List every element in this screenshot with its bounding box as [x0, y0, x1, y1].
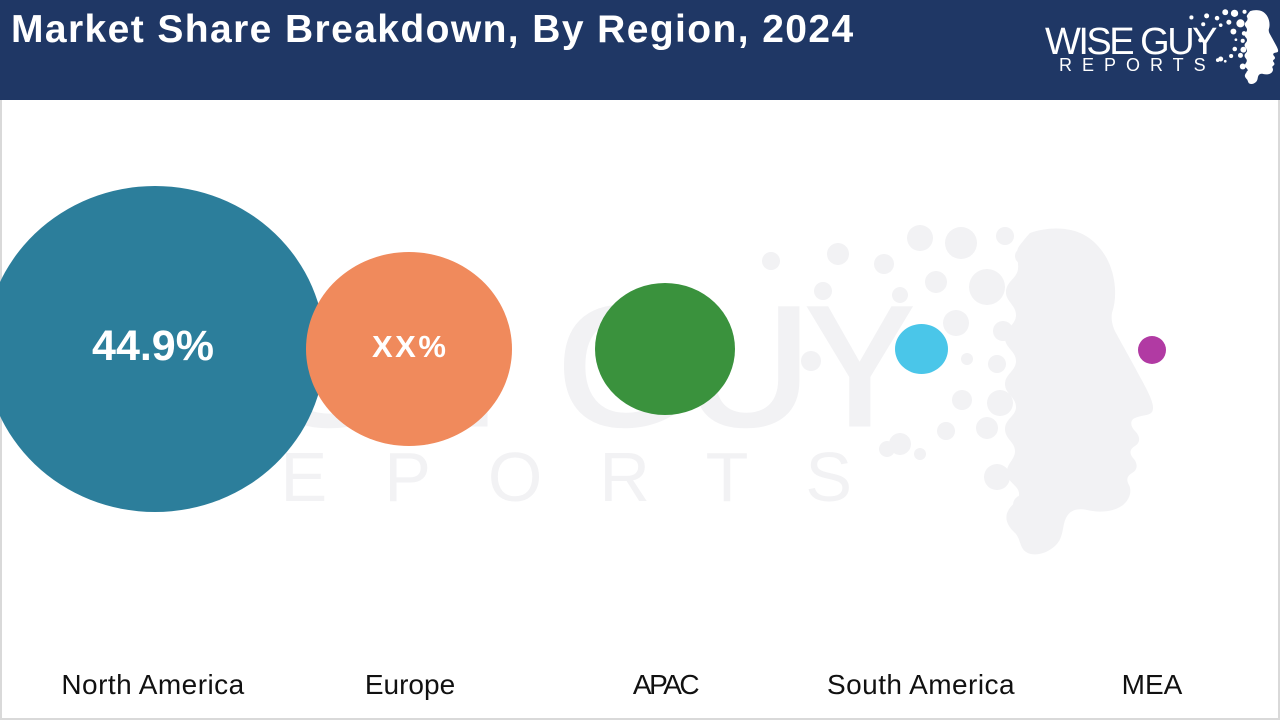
svg-text:REPORTS: REPORTS	[1059, 55, 1216, 75]
svg-text:WISE GUY: WISE GUY	[1045, 21, 1217, 63]
